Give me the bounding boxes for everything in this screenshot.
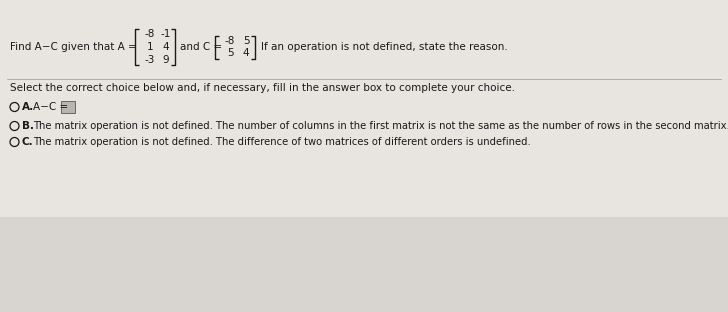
Text: -8: -8 [225,36,235,46]
Text: 4: 4 [162,42,170,52]
Text: Select the correct choice below and, if necessary, fill in the answer box to com: Select the correct choice below and, if … [10,83,515,93]
Bar [0,217,728,312]
Text: A.: A. [22,102,34,112]
Text: The matrix operation is not defined. The number of columns in the first matrix i: The matrix operation is not defined. The… [33,121,728,131]
Text: and C =: and C = [180,42,222,52]
Text: If an operation is not defined, state the reason.: If an operation is not defined, state th… [261,42,507,52]
Text: 4: 4 [242,48,249,59]
Text: -3: -3 [145,55,155,65]
Text: The matrix operation is not defined. The difference of two matrices of different: The matrix operation is not defined. The… [33,137,531,147]
Bar [61,101,75,113]
Bar [0,0,728,217]
Text: C.: C. [22,137,33,147]
Text: B.: B. [22,121,34,131]
Text: -8: -8 [145,29,155,39]
Text: 9: 9 [162,55,170,65]
Text: -1: -1 [161,29,171,39]
Text: Find A−C given that A =: Find A−C given that A = [10,42,137,52]
Text: A−C =: A−C = [33,102,68,112]
Text: 5: 5 [226,48,233,59]
Text: 5: 5 [242,36,249,46]
Text: 1: 1 [146,42,154,52]
